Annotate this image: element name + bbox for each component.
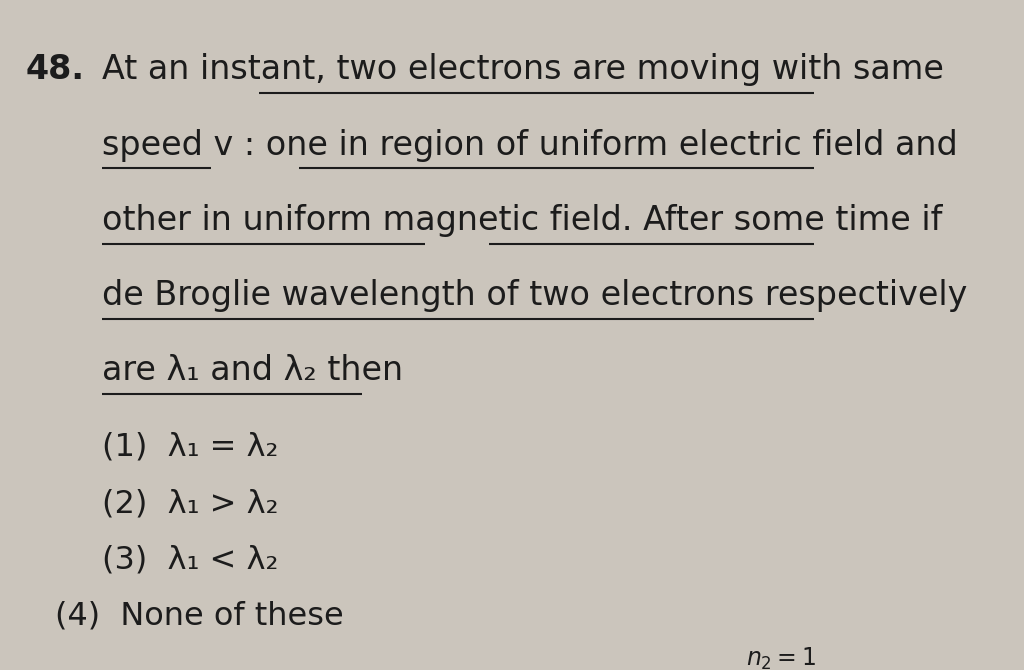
Text: de Broglie wavelength of two electrons respectively: de Broglie wavelength of two electrons r… [102,279,968,312]
Text: (2)  λ₁ > λ₂: (2) λ₁ > λ₂ [102,488,279,519]
Text: other in uniform magnetic field. After some time if: other in uniform magnetic field. After s… [102,204,943,237]
Text: are λ₁ and λ₂ then: are λ₁ and λ₂ then [102,354,403,387]
Text: (4)  None of these: (4) None of these [55,601,344,632]
Text: (1)  λ₁ = λ₂: (1) λ₁ = λ₂ [102,431,279,463]
Text: $n_2 = 1$: $n_2 = 1$ [745,646,816,670]
Text: At an instant, two electrons are moving with same: At an instant, two electrons are moving … [102,54,944,86]
Text: speed v : one in region of uniform electric field and: speed v : one in region of uniform elect… [102,129,958,161]
Text: 48.: 48. [26,54,85,86]
Text: (3)  λ₁ < λ₂: (3) λ₁ < λ₂ [102,545,279,576]
